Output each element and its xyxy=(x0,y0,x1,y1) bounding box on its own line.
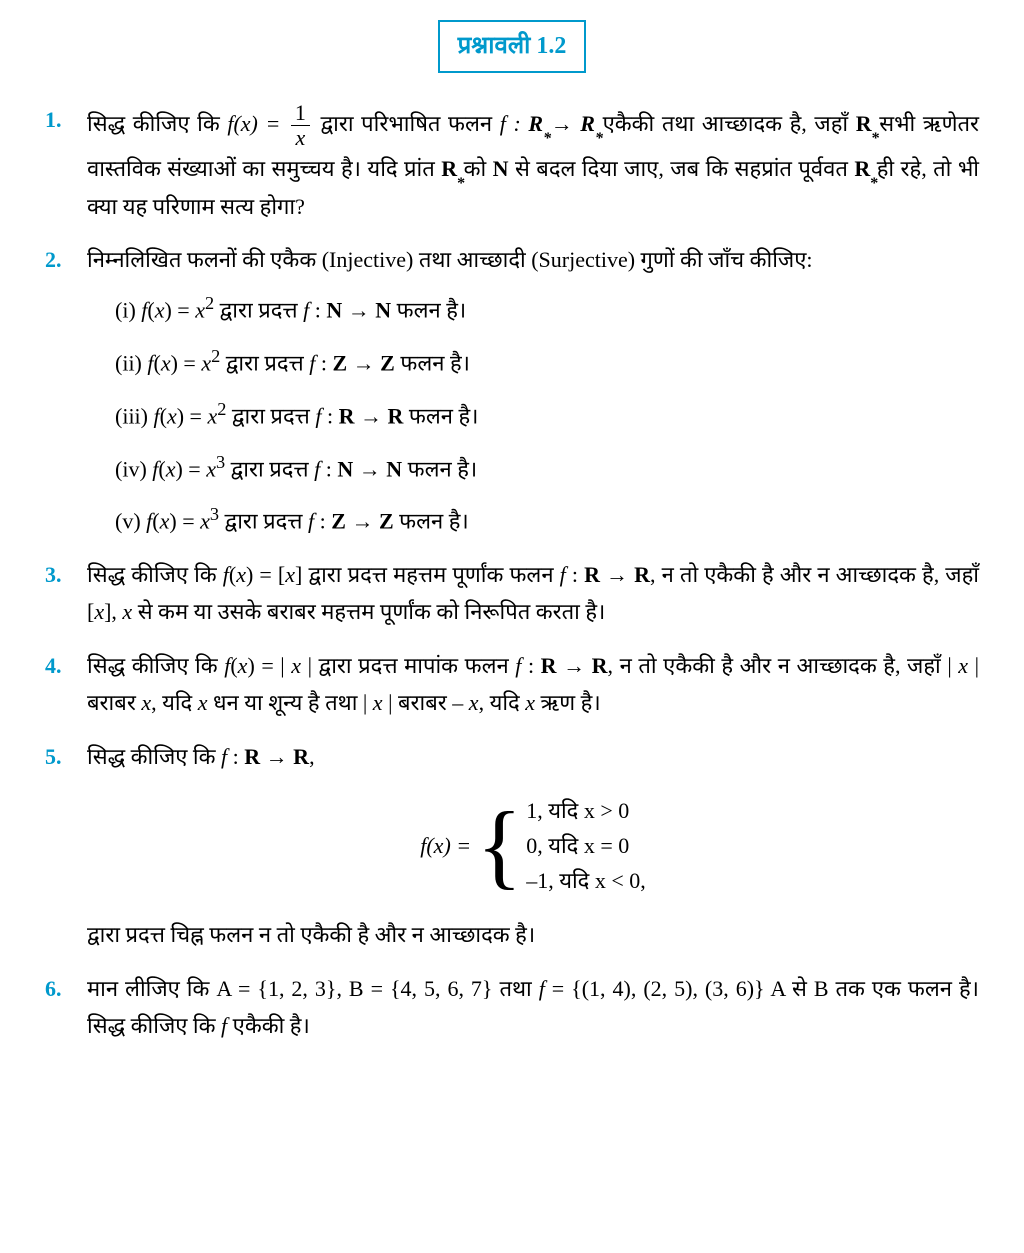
set-B: B = {4, 5, 6, 7} xyxy=(349,976,493,1001)
text: बराबर xyxy=(87,690,141,715)
condition: यदि x > 0 xyxy=(548,798,629,823)
denominator: x xyxy=(291,126,310,150)
value: 1, xyxy=(526,798,543,823)
question-5: सिद्ध कीजिए कि f : R → R, f(x) = { 1, यद… xyxy=(45,738,979,954)
sub-item: (i) f(x) = x2 द्वारा प्रदत्त f : N → N फ… xyxy=(115,288,979,329)
text: को xyxy=(464,156,493,181)
text: फलन है। xyxy=(394,509,469,534)
q2-intro: निम्नलिखित फलनों की एकैक (Injective) तथा… xyxy=(87,247,813,272)
fraction: 1x xyxy=(291,101,310,150)
text: , न तो एकैकी है और न आच्छादक है, जहाँ xyxy=(650,562,979,587)
title-container: प्रश्नावली 1.2 xyxy=(45,20,979,73)
text: फलन है। xyxy=(391,298,466,323)
text: द्वारा परिभाषित फलन xyxy=(313,111,500,136)
text: द्वारा प्रदत्त xyxy=(219,509,308,534)
text: फलन है। xyxy=(403,403,478,428)
q1-text: सिद्ध कीजिए कि f(x) = 1x द्वारा परिभाषित… xyxy=(87,111,979,219)
case-row: –1, यदि x < 0, xyxy=(526,863,646,898)
fx: f(x) = xyxy=(227,111,288,136)
fx: f xyxy=(141,298,147,323)
condition: यदि x = 0 xyxy=(548,833,629,858)
sub-item: (ii) f(x) = x2 द्वारा प्रदत्त f : Z → Z … xyxy=(115,341,979,382)
question-list: सिद्ध कीजिए कि f(x) = 1x द्वारा परिभाषित… xyxy=(45,101,979,1045)
case-row: 0, यदि x = 0 xyxy=(526,828,646,863)
question-1: सिद्ध कीजिए कि f(x) = 1x द्वारा परिभाषित… xyxy=(45,101,979,225)
text: से कम या उसके बराबर महत्तम पूर्णांक को न… xyxy=(132,599,605,624)
condition: यदि x < 0, xyxy=(559,868,646,893)
text: , यदि xyxy=(479,690,526,715)
sub-item: (iii) f(x) = x2 द्वारा प्रदत्त f : R → R… xyxy=(115,394,979,435)
set-R: R xyxy=(856,105,872,142)
text: द्वारा प्रदत्त xyxy=(214,298,303,323)
text: द्वारा प्रदत्त xyxy=(220,350,309,375)
text: फलन है। xyxy=(402,456,477,481)
text: सिद्ध कीजिए कि xyxy=(87,744,221,769)
case-row: 1, यदि x > 0 xyxy=(526,793,646,828)
text: सिद्ध कीजिए कि xyxy=(87,111,227,136)
exercise-title: प्रश्नावली 1.2 xyxy=(438,20,587,73)
text: , xyxy=(336,976,348,1001)
piecewise-function: f(x) = { 1, यदि x > 0 0, यदि x = 0 –1, य… xyxy=(87,793,979,899)
text: सिद्ध कीजिए कि xyxy=(87,562,223,587)
text: बराबर xyxy=(392,690,452,715)
label: (ii) xyxy=(115,350,142,375)
text: द्वारा प्रदत्त xyxy=(225,456,314,481)
label: (iii) xyxy=(115,403,148,428)
brace-icon: { xyxy=(477,805,523,886)
question-4: सिद्ध कीजिए कि f(x) = | x | द्वारा प्रदत… xyxy=(45,647,979,722)
label: (iv) xyxy=(115,456,147,481)
text: धन या शून्य है तथा xyxy=(208,690,363,715)
text: तथा xyxy=(492,976,538,1001)
sub-item: (iv) f(x) = x3 द्वारा प्रदत्त f : N → N … xyxy=(115,447,979,488)
set-R: R xyxy=(854,150,870,187)
text: द्वारा प्रदत्त चिह्न फलन न तो एकैकी है औ… xyxy=(87,922,535,947)
set-A: A = {1, 2, 3} xyxy=(216,976,336,1001)
numerator: 1 xyxy=(291,101,310,126)
sub-item: (v) f(x) = x3 द्वारा प्रदत्त f : Z → Z फ… xyxy=(115,499,979,540)
text: , न तो एकैकी है और न आच्छादक है, जहाँ xyxy=(608,653,948,678)
text: द्वारा प्रदत्त मापांक फलन xyxy=(312,653,515,678)
text: एकैकी है। xyxy=(227,1013,310,1038)
math: f(x) = xyxy=(227,111,288,136)
question-6: मान लीजिए कि A = {1, 2, 3}, B = {4, 5, 6… xyxy=(45,970,979,1045)
value: 0, xyxy=(526,833,543,858)
text: सिद्ध कीजिए कि xyxy=(87,653,224,678)
text: एकैकी तथा आच्छादक है, जहाँ xyxy=(603,111,856,136)
cases: 1, यदि x > 0 0, यदि x = 0 –1, यदि x < 0, xyxy=(526,793,646,899)
text: , यदि xyxy=(151,690,198,715)
map: f : R → R xyxy=(500,111,603,136)
q2-subitems: (i) f(x) = x2 द्वारा प्रदत्त f : N → N फ… xyxy=(87,288,979,540)
text: मान लीजिए कि xyxy=(87,976,216,1001)
label: (i) xyxy=(115,298,136,323)
question-2: निम्नलिखित फलनों की एकैक (Injective) तथा… xyxy=(45,241,979,540)
text: , xyxy=(309,744,315,769)
label: (v) xyxy=(115,509,141,534)
text: से बदल दिया जाए, जब कि सहप्रांत पूर्ववत xyxy=(509,156,855,181)
set-f: f xyxy=(539,976,545,1001)
set-N: N xyxy=(493,156,509,181)
question-3: सिद्ध कीजिए कि f(x) = [x] द्वारा प्रदत्त… xyxy=(45,556,979,631)
text: द्वारा प्रदत्त xyxy=(226,403,315,428)
text: फलन है। xyxy=(395,350,470,375)
set-R: R xyxy=(441,150,457,187)
text: द्वारा प्रदत्त महत्तम पूर्णांक फलन xyxy=(302,562,559,587)
value: –1, xyxy=(526,868,554,893)
lhs: f(x) = xyxy=(420,827,476,864)
text: ऋण है। xyxy=(535,690,601,715)
